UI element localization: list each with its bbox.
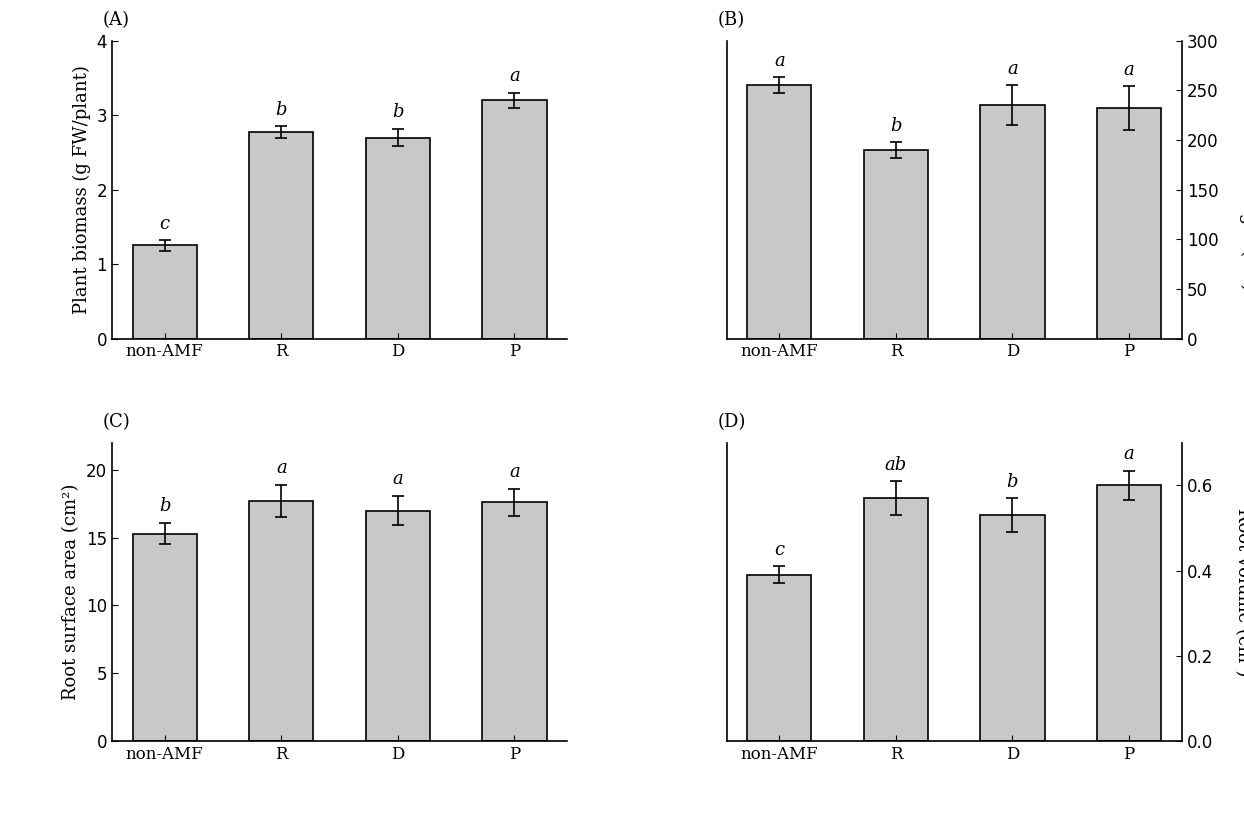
Bar <box>863 498 928 741</box>
Text: a: a <box>509 68 520 85</box>
Bar <box>980 515 1045 741</box>
Text: c: c <box>774 540 785 559</box>
Bar <box>133 533 197 741</box>
Text: b: b <box>275 101 287 119</box>
Text: (D): (D) <box>718 413 746 431</box>
Text: a: a <box>774 52 785 70</box>
Bar <box>748 85 811 339</box>
Bar <box>366 510 430 741</box>
Bar <box>483 502 546 741</box>
Bar <box>483 100 546 339</box>
Text: ab: ab <box>884 456 907 474</box>
Text: (C): (C) <box>103 413 131 431</box>
Text: a: a <box>1008 60 1018 78</box>
Text: a: a <box>509 463 520 481</box>
Bar <box>980 105 1045 339</box>
Text: b: b <box>392 103 403 121</box>
Bar <box>748 575 811 741</box>
Text: b: b <box>891 116 902 134</box>
Bar <box>366 138 430 339</box>
Y-axis label: Root surface area (cm²): Root surface area (cm²) <box>62 484 81 700</box>
Y-axis label: Root volume (cm³): Root volume (cm³) <box>1234 508 1244 676</box>
Bar <box>249 133 313 339</box>
Text: a: a <box>276 459 286 477</box>
Text: (B): (B) <box>718 11 745 28</box>
Text: c: c <box>159 215 169 233</box>
Bar <box>863 150 928 339</box>
Bar <box>249 501 313 741</box>
Text: (A): (A) <box>103 11 129 28</box>
Bar <box>1097 485 1161 741</box>
Bar <box>133 246 197 339</box>
Text: a: a <box>1123 61 1135 79</box>
Text: b: b <box>159 497 170 515</box>
Text: b: b <box>1006 473 1019 491</box>
Text: a: a <box>1123 445 1135 463</box>
Text: a: a <box>393 470 403 488</box>
Bar <box>1097 108 1161 339</box>
Y-axis label: Root total length (cm): Root total length (cm) <box>1239 89 1244 291</box>
Y-axis label: Plant biomass (g FW/plant): Plant biomass (g FW/plant) <box>72 65 91 314</box>
